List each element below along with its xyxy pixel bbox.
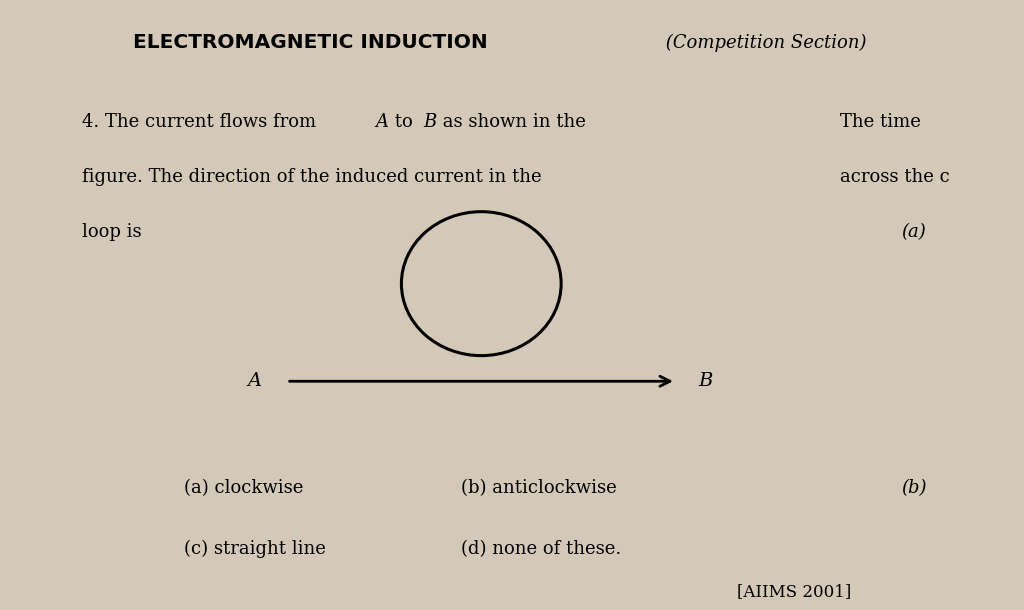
- Text: (b) anticlockwise: (b) anticlockwise: [461, 479, 616, 497]
- Text: B: B: [423, 113, 436, 131]
- Text: A: A: [376, 113, 389, 131]
- Text: 4. The current flows from: 4. The current flows from: [82, 113, 322, 131]
- Text: A: A: [247, 372, 261, 390]
- Text: (Competition Section): (Competition Section): [660, 34, 867, 52]
- Text: ELECTROMAGNETIC INDUCTION: ELECTROMAGNETIC INDUCTION: [133, 33, 487, 52]
- Text: as shown in the: as shown in the: [437, 113, 586, 131]
- Text: (a): (a): [901, 223, 926, 241]
- Text: (a) clockwise: (a) clockwise: [184, 479, 304, 497]
- Text: (c) straight line: (c) straight line: [184, 540, 327, 558]
- Text: (b): (b): [901, 479, 927, 497]
- Text: (d) none of these.: (d) none of these.: [461, 540, 621, 558]
- Text: figure. The direction of the induced current in the: figure. The direction of the induced cur…: [82, 168, 542, 186]
- Text: B: B: [698, 372, 713, 390]
- Text: The time: The time: [840, 113, 921, 131]
- Text: [AIIMS 2001]: [AIIMS 2001]: [737, 583, 852, 600]
- Text: across the c: across the c: [840, 168, 949, 186]
- Text: to: to: [389, 113, 419, 131]
- Text: loop is: loop is: [82, 223, 141, 241]
